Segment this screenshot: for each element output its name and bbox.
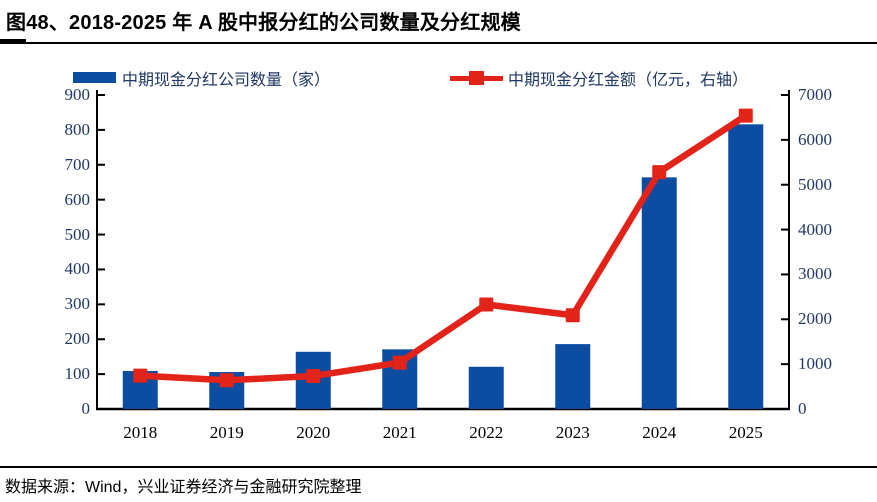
bar-series-label: 中期现金分红公司数量（家） (122, 72, 331, 89)
line-marker-2025 (738, 108, 753, 123)
left-axis-label-800: 800 (64, 119, 91, 139)
x-axis-label-2024: 2024 (642, 423, 677, 442)
x-axis-label-2022: 2022 (469, 423, 504, 442)
right-axis-label-6000: 6000 (798, 129, 832, 149)
right-axis-label-3000: 3000 (798, 264, 832, 284)
left-axis-label-600: 600 (64, 189, 91, 209)
left-axis-label-500: 500 (64, 224, 91, 244)
left-axis-label-400: 400 (64, 259, 91, 279)
bar-2025 (728, 124, 764, 409)
right-axis-label-7000: 7000 (798, 85, 832, 104)
left-axis-label-100: 100 (64, 364, 91, 384)
right-axis-label-0: 0 (798, 399, 807, 418)
bar-2022 (468, 366, 504, 409)
bar-series-swatch (73, 72, 116, 83)
left-axis-label-200: 200 (64, 329, 91, 349)
bar-2024 (641, 177, 677, 409)
dividend-amount-line (140, 112, 748, 384)
x-axis-label-2018: 2018 (123, 423, 158, 442)
data-source: 数据来源：Wind，兴业证券经济与金融研究院整理 (5, 479, 362, 496)
title-divider-accent (0, 39, 26, 44)
line-marker-2020 (306, 369, 321, 384)
x-axis-label-2025: 2025 (728, 423, 763, 442)
line-marker-2021 (392, 355, 407, 370)
line-series-marker-icon (469, 71, 484, 85)
page-title: 图48、2018-2025 年 A 股中报分红的公司数量及分红规模 (6, 12, 521, 34)
line-marker-2024 (652, 165, 667, 180)
x-axis-label-2020: 2020 (296, 423, 331, 442)
line-marker-2019 (219, 373, 234, 388)
line-marker-2022 (479, 297, 494, 312)
left-axis-label-300: 300 (64, 294, 91, 314)
line-series-label: 中期现金分红金额（亿元，右轴） (508, 72, 749, 89)
left-axis-label-700: 700 (64, 154, 91, 174)
footer-divider (0, 466, 877, 468)
right-axis-label-1000: 1000 (798, 354, 832, 374)
x-axis-label-2019: 2019 (209, 423, 244, 442)
bar-2023 (555, 344, 591, 409)
x-axis-label-2021: 2021 (382, 423, 417, 442)
line-marker-2023 (565, 308, 580, 323)
title-divider (0, 42, 877, 44)
line-marker-2018 (133, 368, 148, 383)
left-axis-label-0: 0 (81, 399, 91, 418)
left-axis-label-900: 900 (64, 85, 91, 104)
right-axis-label-4000: 4000 (798, 219, 832, 239)
right-axis-label-5000: 5000 (798, 174, 832, 194)
x-axis-label-2023: 2023 (555, 423, 590, 442)
right-axis-label-2000: 2000 (798, 309, 832, 329)
